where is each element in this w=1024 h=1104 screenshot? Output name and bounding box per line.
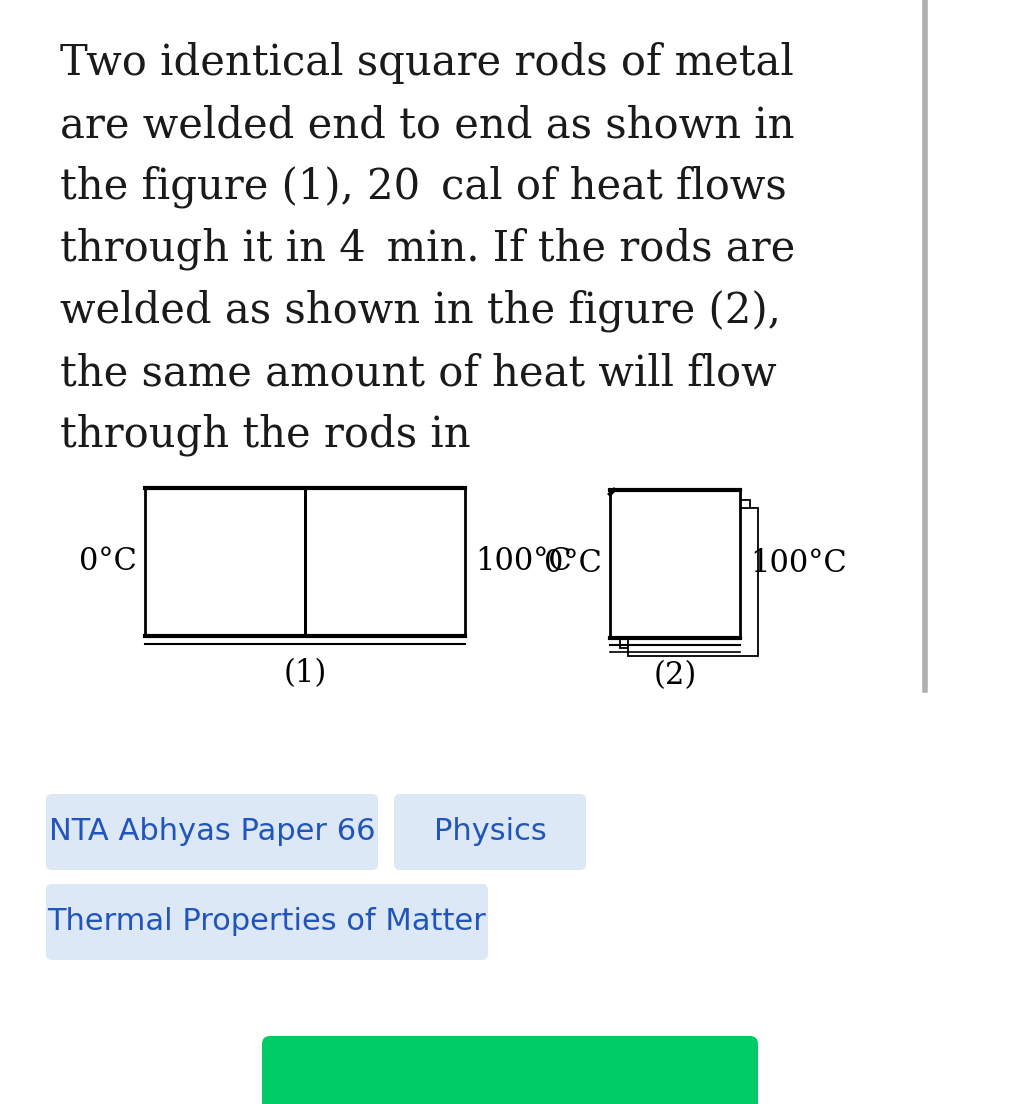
Text: Physics: Physics: [433, 817, 547, 847]
Bar: [610, 490, 740, 638]
Text: Two identical square rods of metal: Two identical square rods of metal: [60, 42, 794, 84]
Text: 100°C: 100°C: [475, 546, 571, 577]
FancyBboxPatch shape: [394, 794, 586, 870]
Text: welded as shown in the figure (2),: welded as shown in the figure (2),: [60, 290, 781, 332]
Bar: [620, 500, 750, 648]
FancyBboxPatch shape: [46, 884, 488, 960]
Text: 100°C: 100°C: [750, 549, 847, 580]
Bar: [145, 488, 305, 636]
Text: (1): (1): [284, 658, 327, 690]
Text: Thermal Properties of Matter: Thermal Properties of Matter: [47, 907, 486, 936]
Text: are welded end to end as shown in: are welded end to end as shown in: [60, 104, 795, 146]
Text: 0°C: 0°C: [79, 546, 137, 577]
FancyBboxPatch shape: [46, 794, 378, 870]
Bar: [628, 508, 758, 656]
Bar: [305, 488, 465, 636]
Text: the figure (1), 20 cal of heat flows: the figure (1), 20 cal of heat flows: [60, 166, 786, 209]
FancyBboxPatch shape: [262, 1036, 758, 1104]
Text: the same amount of heat will flow: the same amount of heat will flow: [60, 352, 776, 394]
Text: NTA Abhyas Paper 66: NTA Abhyas Paper 66: [49, 817, 375, 847]
Text: 0°C: 0°C: [544, 549, 602, 580]
Text: (2): (2): [653, 660, 696, 691]
Text: through it in 4 min. If the rods are: through it in 4 min. If the rods are: [60, 229, 796, 270]
Text: through the rods in: through the rods in: [60, 414, 471, 456]
